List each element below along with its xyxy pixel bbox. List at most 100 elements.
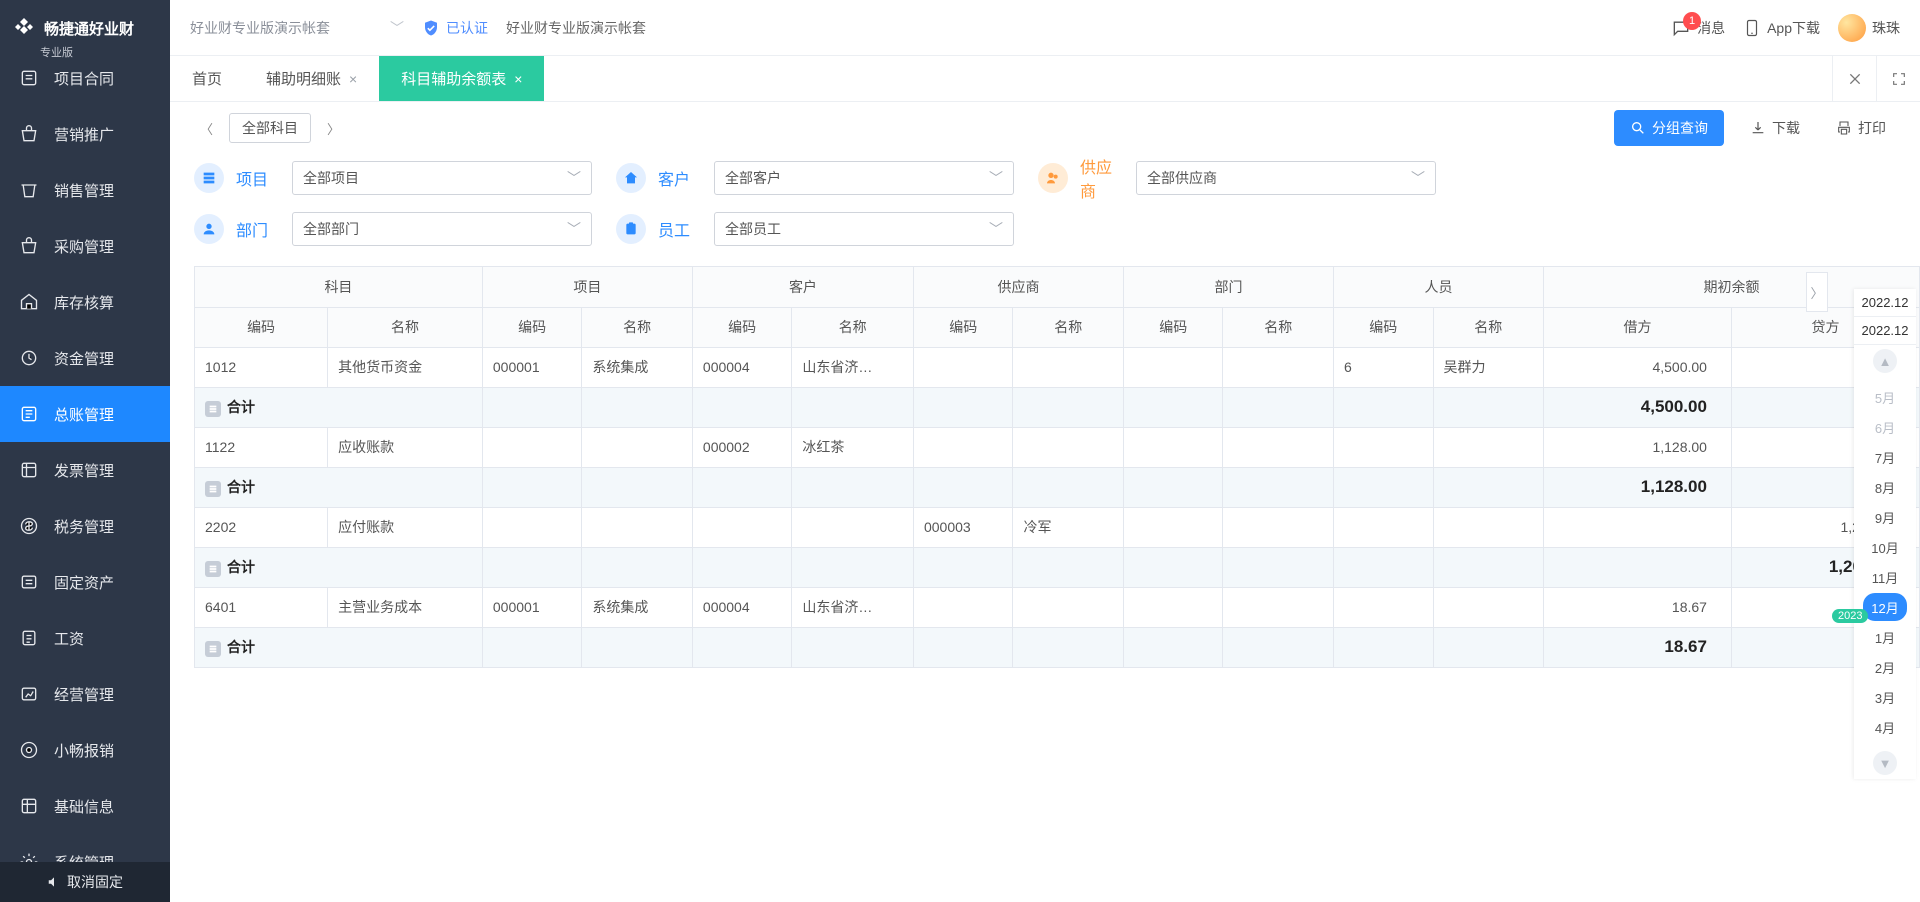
period-item[interactable]: 11月 [1863,563,1907,591]
filter-employee-value: 全部员工 [725,219,781,239]
total-icon [205,481,221,497]
period-item[interactable]: 4月 [1863,713,1907,741]
breadcrumb: 〈 全部科目 〉 [194,113,346,143]
tab-1[interactable]: 辅助明细账× [244,56,379,101]
sidebar-item-label: 库存核算 [54,292,114,313]
sidebar-item-label: 基础信息 [54,796,114,817]
period-item[interactable]: 12月 [1863,593,1907,621]
data-grid: 科目项目客户供应商部门人员期初余额编码名称编码名称编码名称编码名称编码名称编码名… [194,266,1920,668]
sidebar-item-3[interactable]: 采购管理 [0,218,170,274]
tab-close-icon[interactable]: × [349,71,357,87]
period-scroll-down[interactable]: ▼ [1873,751,1897,775]
col-group-header: 人员 [1334,267,1544,307]
period-item[interactable]: 6月 [1863,413,1907,441]
nav-icon [18,459,40,481]
sidebar-item-label: 项目合同 [54,68,114,89]
chevron-down-icon: ﹀ [989,219,1003,239]
sidebar-item-4[interactable]: 库存核算 [0,274,170,330]
filter-customer-select[interactable]: 全部客户﹀ [714,161,1014,195]
avatar [1838,14,1866,42]
filter-supplier-select[interactable]: 全部供应商﹀ [1136,161,1436,195]
sidebar-item-label: 工资 [54,628,84,649]
sidebar-item-5[interactable]: 资金管理 [0,330,170,386]
employee-icon [616,214,646,244]
table-row[interactable]: 6401主营业务成本000001系统集成000004山东省济…18.67 [195,587,1920,627]
nav-icon [18,347,40,369]
filter-project-select[interactable]: 全部项目﹀ [292,161,592,195]
period-item[interactable]: 5月 [1863,383,1907,411]
period-item[interactable]: 2月 [1863,653,1907,681]
period-scroll-up[interactable]: ▲ [1873,349,1897,373]
group-query-button[interactable]: 分组查询 [1614,110,1724,146]
table-row[interactable]: 2202应付账款000003冷军1,200.00 [195,507,1920,547]
verified-badge: 已认证 [422,18,488,38]
col-group-header: 供应商 [913,267,1123,307]
app-download-button[interactable]: App下载 [1743,18,1820,38]
shield-check-icon [422,19,440,37]
period-item[interactable]: 7月 [1863,443,1907,471]
nav: 项目合同营销推广销售管理采购管理库存核算资金管理总账管理发票管理税务管理固定资产… [0,68,170,862]
messages-label: 消息 [1697,18,1725,38]
app-download-label: App下载 [1767,18,1820,38]
col-sub-header: 编码 [913,307,1012,347]
filter-employee-select[interactable]: 全部员工 ﹀ [714,212,1014,246]
user-menu[interactable]: 珠珠 [1838,14,1900,42]
nav-icon [18,179,40,201]
breadcrumb-subject-selector[interactable]: 全部科目 [229,113,311,143]
messages-button[interactable]: 1 消息 [1671,18,1725,38]
unpin-button[interactable]: 取消固定 [0,862,170,902]
col-group-header: 部门 [1124,267,1334,307]
period-item[interactable]: 3月 [1863,683,1907,711]
filter-department-select[interactable]: 全部部门﹀ [292,212,592,246]
unpin-label: 取消固定 [67,872,123,892]
filter-customer: 客户 全部客户﹀ [616,161,1014,195]
table-scroll-right[interactable]: 〉 [1806,272,1828,312]
download-button[interactable]: 下载 [1740,110,1810,146]
sidebar-item-14[interactable]: 系统管理 [0,834,170,862]
nav-icon [18,68,40,89]
download-icon [1750,120,1766,136]
period-end[interactable]: 2022.12 [1854,317,1916,345]
tab-0[interactable]: 首页 [170,56,244,101]
sidebar-item-2[interactable]: 销售管理 [0,162,170,218]
sidebar-item-12[interactable]: 小畅报销 [0,722,170,778]
period-start[interactable]: 2022.12 [1854,289,1916,317]
filter-department-label: 部门 [236,217,280,241]
sidebar-item-11[interactable]: 经营管理 [0,666,170,722]
table-row[interactable]: 1012其他货币资金000001系统集成000004山东省济…6吴群力4,500… [195,347,1920,387]
total-icon [205,561,221,577]
tab-close-icon[interactable]: × [514,71,522,87]
nav-icon [18,291,40,313]
breadcrumb-prev[interactable]: 〈 [194,117,219,140]
period-item[interactable]: 9月 [1863,503,1907,531]
toolbar: 〈 全部科目 〉 分组查询 下载 打印 [170,102,1920,154]
tab-close-button[interactable] [1832,56,1876,101]
sidebar-item-0[interactable]: 项目合同 [0,68,170,106]
sidebar-item-13[interactable]: 基础信息 [0,778,170,834]
print-button[interactable]: 打印 [1826,110,1896,146]
sidebar-item-6[interactable]: 总账管理 [0,386,170,442]
table-row[interactable]: 1122应收账款000002冰红茶1,128.00 [195,427,1920,467]
period-item[interactable]: 1月 [1863,623,1907,651]
nav-icon [18,123,40,145]
fullscreen-icon [1891,71,1907,87]
sidebar-item-1[interactable]: 营销推广 [0,106,170,162]
table-wrap: 科目项目客户供应商部门人员期初余额编码名称编码名称编码名称编码名称编码名称编码名… [170,266,1920,902]
col-group-header: 项目 [482,267,692,307]
period-item[interactable]: 8月 [1863,473,1907,501]
account-selector[interactable]: 好业财专业版演示帐套 ﹀ [190,18,404,38]
sidebar-item-8[interactable]: 税务管理 [0,498,170,554]
fullscreen-button[interactable] [1876,56,1920,101]
sidebar-item-9[interactable]: 固定资产 [0,554,170,610]
sidebar-item-7[interactable]: 发票管理 [0,442,170,498]
tabs-row: 首页辅助明细账×科目辅助余额表× [170,56,1920,102]
project-icon [194,163,224,193]
nav-icon [18,795,40,817]
tab-2[interactable]: 科目辅助余额表× [379,56,544,101]
col-sub-header: 编码 [1334,307,1433,347]
period-year-badge: 2023 [1832,609,1868,623]
sidebar-item-10[interactable]: 工资 [0,610,170,666]
period-item[interactable]: 10月 [1863,533,1907,561]
breadcrumb-next[interactable]: 〉 [321,117,346,140]
filter-employee: 员工 全部员工﹀ [616,212,1014,246]
